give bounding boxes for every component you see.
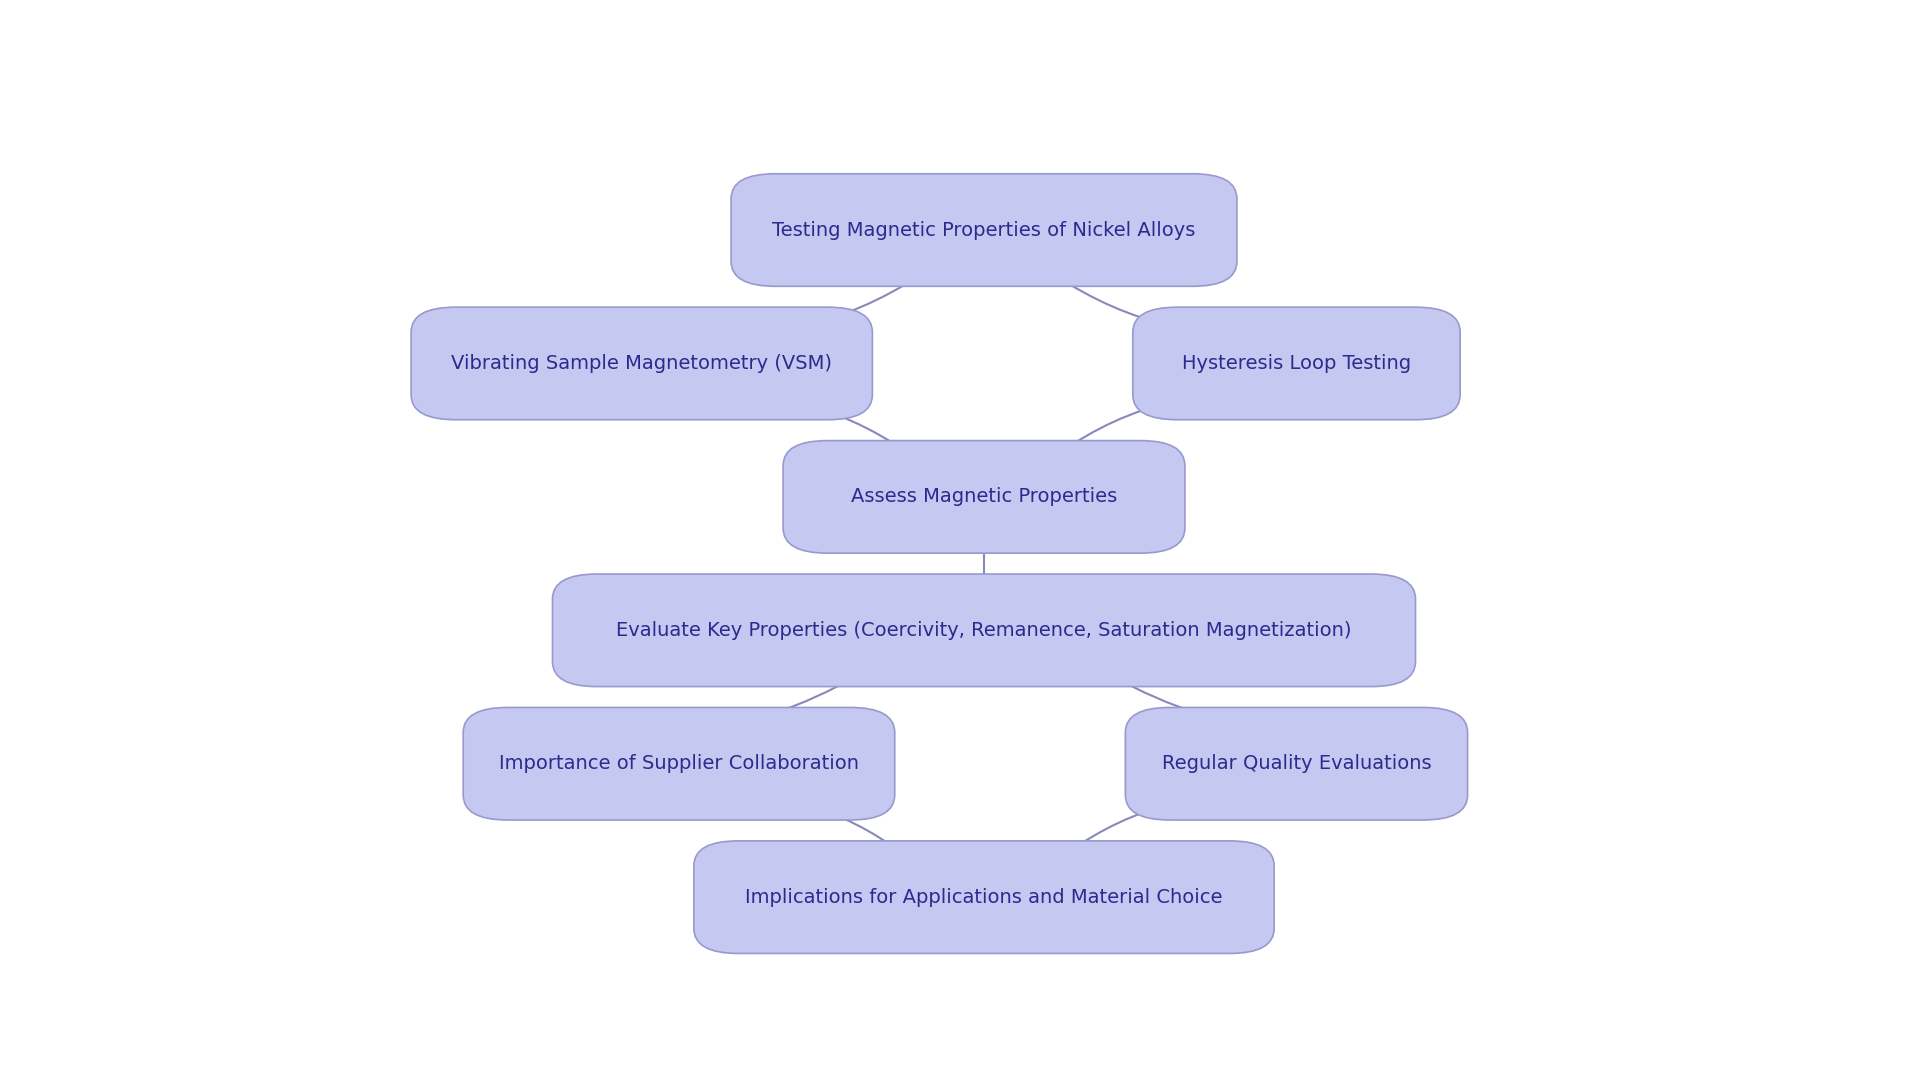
FancyBboxPatch shape: [1125, 707, 1467, 820]
FancyBboxPatch shape: [783, 441, 1185, 553]
Text: Testing Magnetic Properties of Nickel Alloys: Testing Magnetic Properties of Nickel Al…: [772, 221, 1196, 239]
Text: Evaluate Key Properties (Coercivity, Remanence, Saturation Magnetization): Evaluate Key Properties (Coercivity, Rem…: [616, 621, 1352, 640]
FancyBboxPatch shape: [463, 707, 895, 820]
Text: Implications for Applications and Material Choice: Implications for Applications and Materi…: [745, 888, 1223, 906]
Text: Hysteresis Loop Testing: Hysteresis Loop Testing: [1183, 354, 1411, 373]
FancyBboxPatch shape: [1133, 308, 1459, 420]
FancyBboxPatch shape: [693, 840, 1275, 953]
Text: Importance of Supplier Collaboration: Importance of Supplier Collaboration: [499, 754, 858, 773]
Text: Vibrating Sample Magnetometry (VSM): Vibrating Sample Magnetometry (VSM): [451, 354, 831, 373]
FancyBboxPatch shape: [553, 574, 1415, 687]
FancyBboxPatch shape: [732, 173, 1236, 286]
Text: Regular Quality Evaluations: Regular Quality Evaluations: [1162, 754, 1430, 773]
FancyBboxPatch shape: [411, 308, 872, 420]
Text: Assess Magnetic Properties: Assess Magnetic Properties: [851, 487, 1117, 507]
